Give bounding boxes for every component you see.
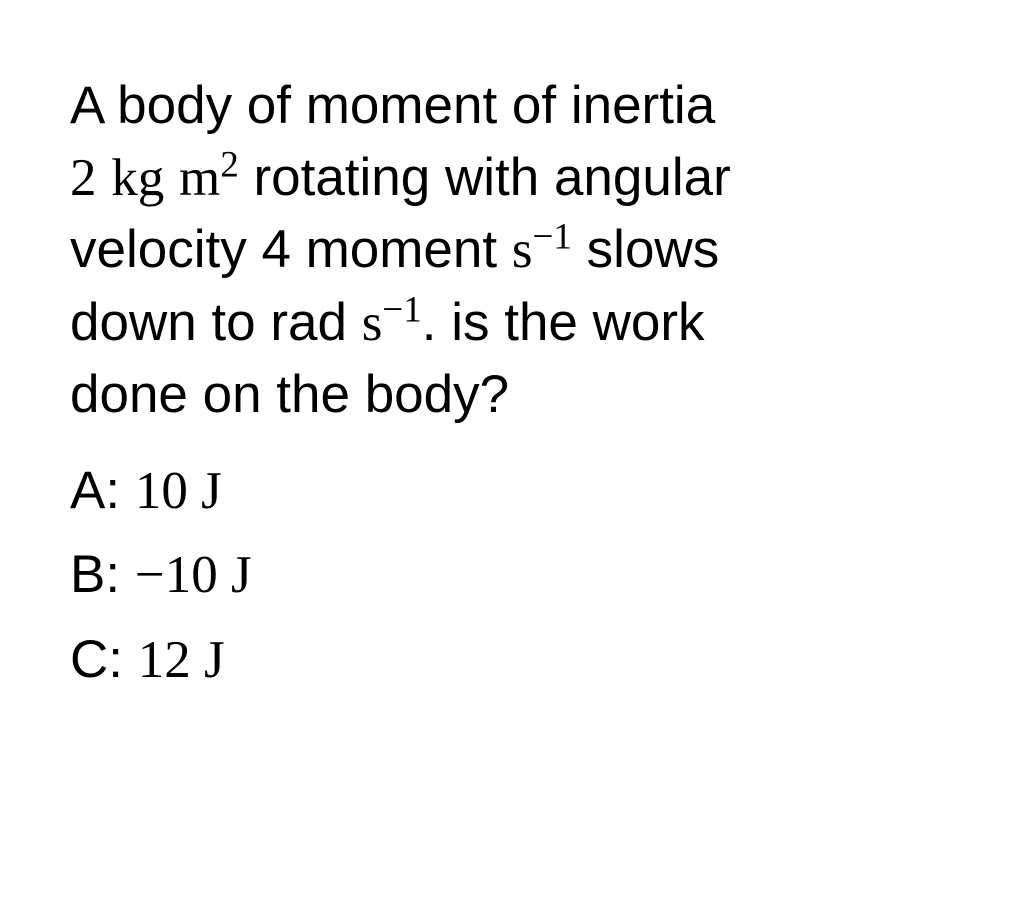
unit-s-inv-1: s−1: [512, 221, 572, 279]
question-line-4b: . is the work: [422, 293, 705, 352]
unit-s-inv-2: s−1: [362, 294, 422, 352]
question-line-2b: rotating with angular: [239, 148, 731, 207]
option-c-label: C:: [70, 630, 123, 689]
question-text: A body of moment of inertia 2 kg m2 rota…: [70, 70, 964, 431]
page: A body of moment of inertia 2 kg m2 rota…: [0, 0, 1024, 700]
inertia-value: 2: [70, 149, 97, 207]
question-line-4a: down to rad: [70, 293, 362, 352]
option-a-value: 10 J: [135, 462, 222, 520]
question-line-1: A body of moment of inertia: [70, 76, 715, 135]
option-a: A: 10 J: [70, 451, 964, 532]
question-line-3b: slows: [572, 220, 719, 279]
option-b-value: −10 J: [135, 546, 252, 604]
options-list: A: 10 J B: −10 J C: 12 J: [70, 451, 964, 701]
option-a-label: A:: [70, 461, 120, 520]
unit-kg: kg: [111, 149, 164, 207]
option-c-value: 12 J: [138, 631, 225, 689]
option-b-label: B:: [70, 545, 120, 604]
option-c: C: 12 J: [70, 620, 964, 701]
question-line-3a: velocity 4 moment: [70, 220, 512, 279]
unit-m: m2: [179, 149, 239, 207]
question-line-5: done on the body?: [70, 365, 509, 424]
option-b: B: −10 J: [70, 535, 964, 616]
